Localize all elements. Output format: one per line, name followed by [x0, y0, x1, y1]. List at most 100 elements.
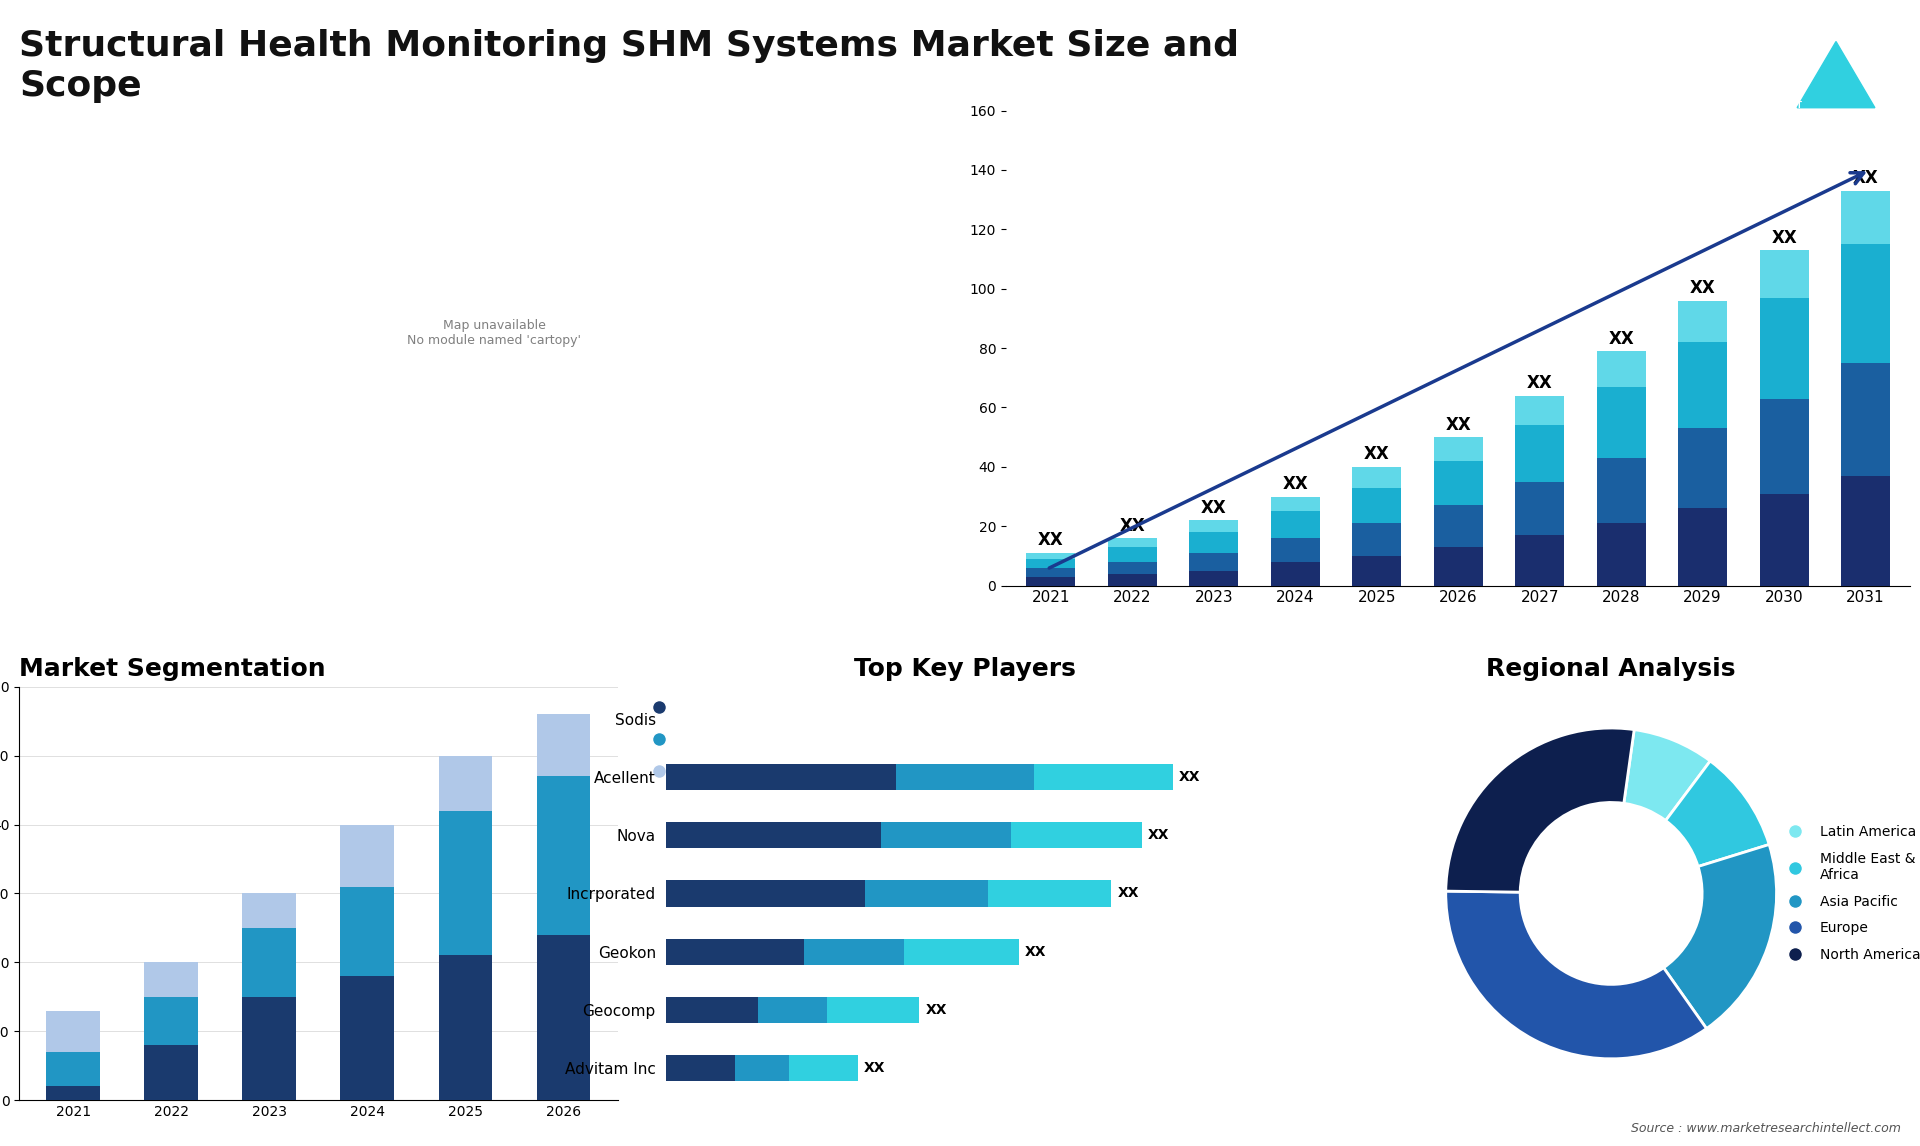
Bar — [438, 810, 492, 956]
Bar — [1434, 437, 1482, 461]
Bar — [1597, 458, 1645, 524]
Bar — [340, 976, 394, 1100]
Bar — [1027, 559, 1075, 567]
Bar — [666, 763, 897, 790]
Text: XX: XX — [1119, 517, 1144, 534]
Bar — [1271, 496, 1319, 511]
Text: XX: XX — [925, 1003, 947, 1017]
Wedge shape — [1624, 730, 1711, 821]
Bar — [1352, 488, 1402, 524]
Bar — [242, 997, 296, 1100]
Bar — [1759, 399, 1809, 494]
Text: XX: XX — [1025, 944, 1046, 959]
Text: XX: XX — [1179, 770, 1200, 784]
Bar — [242, 894, 296, 928]
Text: XX: XX — [1526, 374, 1553, 392]
Bar — [340, 887, 394, 976]
Bar — [1759, 250, 1809, 298]
Text: XX: XX — [1772, 228, 1797, 246]
Bar — [1352, 524, 1402, 556]
Bar — [1188, 552, 1238, 571]
Bar — [1759, 298, 1809, 399]
Bar — [1597, 524, 1645, 586]
Text: XX: XX — [1363, 446, 1390, 463]
Bar — [1841, 476, 1889, 586]
Text: Source : www.marketresearchintellect.com: Source : www.marketresearchintellect.com — [1630, 1122, 1901, 1135]
Bar — [1434, 461, 1482, 505]
Bar — [1027, 567, 1075, 576]
Bar — [1434, 505, 1482, 547]
Bar — [1352, 556, 1402, 586]
Bar — [1841, 363, 1889, 476]
Bar — [804, 939, 904, 965]
Wedge shape — [1446, 892, 1707, 1059]
Text: Map unavailable
No module named 'cartopy': Map unavailable No module named 'cartopy… — [407, 319, 582, 347]
Bar — [758, 997, 828, 1023]
Bar — [666, 822, 881, 848]
Bar — [666, 997, 758, 1023]
Bar — [1515, 425, 1565, 481]
Bar — [1597, 386, 1645, 458]
Bar — [536, 776, 591, 935]
Bar — [1515, 395, 1565, 425]
Text: XX: XX — [1446, 416, 1471, 433]
Bar — [46, 1052, 100, 1086]
Bar — [1188, 520, 1238, 532]
Polygon shape — [1699, 23, 1797, 108]
Bar — [144, 997, 198, 1045]
Bar — [1434, 547, 1482, 586]
Text: XX: XX — [864, 1061, 885, 1075]
Bar — [1012, 822, 1142, 848]
Bar — [1271, 511, 1319, 539]
Bar — [904, 939, 1020, 965]
Bar — [144, 1045, 198, 1100]
Bar — [1515, 481, 1565, 535]
Bar — [438, 956, 492, 1100]
Text: XX: XX — [1283, 474, 1308, 493]
Bar — [1027, 552, 1075, 559]
Title: Regional Analysis: Regional Analysis — [1486, 657, 1736, 681]
Circle shape — [1521, 802, 1703, 984]
Bar — [1841, 190, 1889, 244]
Bar — [1108, 574, 1156, 586]
Bar — [1352, 466, 1402, 488]
Bar — [897, 763, 1035, 790]
Text: MARKET
RESEARCH
INTELLECT: MARKET RESEARCH INTELLECT — [1761, 101, 1807, 132]
Wedge shape — [1663, 845, 1776, 1029]
Bar — [1515, 535, 1565, 586]
Bar — [1678, 300, 1728, 343]
Bar — [1108, 562, 1156, 574]
Bar — [1597, 351, 1645, 386]
Bar — [666, 939, 804, 965]
Bar — [1678, 509, 1728, 586]
Bar — [1108, 547, 1156, 562]
Bar — [881, 822, 1012, 848]
Text: Market Segmentation: Market Segmentation — [19, 657, 326, 681]
Bar — [789, 1055, 858, 1082]
Polygon shape — [1667, 23, 1732, 108]
Bar — [666, 1055, 735, 1082]
Text: XX: XX — [1609, 330, 1634, 347]
Legend: Latin America, Middle East &
Africa, Asia Pacific, Europe, North America: Latin America, Middle East & Africa, Asi… — [1776, 819, 1920, 967]
Bar — [340, 824, 394, 887]
Text: Structural Health Monitoring SHM Systems Market Size and
Scope: Structural Health Monitoring SHM Systems… — [19, 29, 1238, 103]
Bar — [46, 1086, 100, 1100]
Text: XX: XX — [1690, 278, 1715, 297]
Text: XX: XX — [1117, 886, 1139, 901]
Bar — [1108, 539, 1156, 547]
Bar — [1841, 244, 1889, 363]
Text: XX: XX — [1148, 829, 1169, 842]
Text: XX: XX — [1853, 170, 1878, 187]
Bar — [1188, 532, 1238, 552]
Bar — [828, 997, 920, 1023]
Wedge shape — [1667, 761, 1768, 866]
Bar — [1678, 343, 1728, 429]
Bar — [536, 714, 591, 776]
Bar — [1027, 576, 1075, 586]
Title: Top Key Players: Top Key Players — [854, 657, 1075, 681]
Bar — [242, 928, 296, 997]
Bar — [866, 880, 989, 906]
Bar — [46, 1011, 100, 1052]
Bar — [1188, 571, 1238, 586]
Bar — [1759, 494, 1809, 586]
